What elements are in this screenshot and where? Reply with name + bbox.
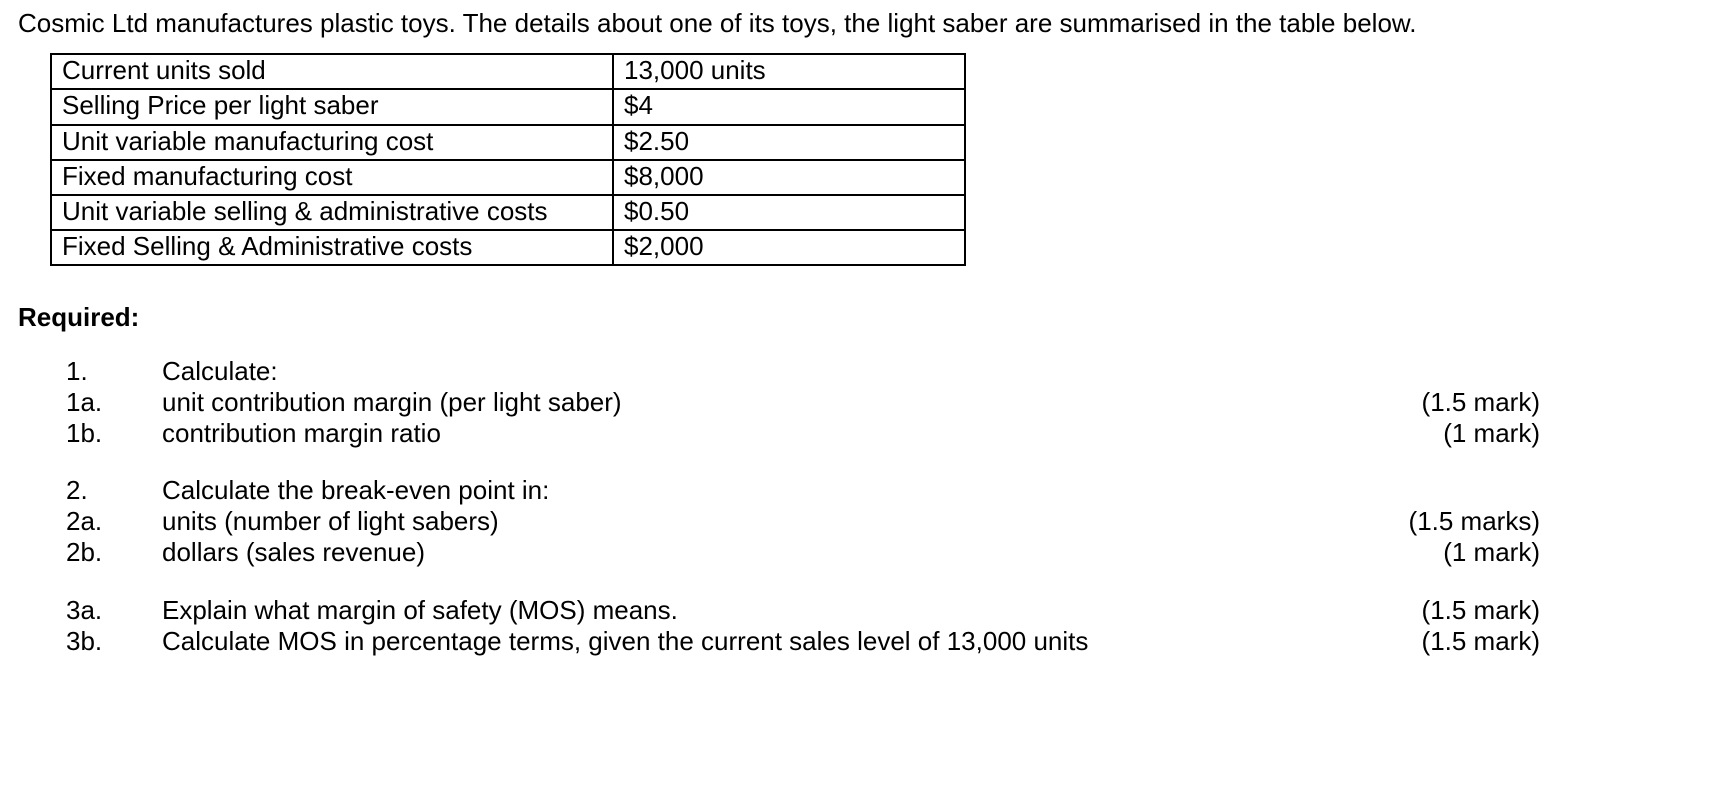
table-row: Fixed manufacturing cost $8,000 [51, 160, 965, 195]
requirement-text: dollars (sales revenue) [162, 537, 1260, 568]
requirement-row: 1a. unit contribution margin (per light … [66, 387, 1710, 418]
table-cell-label: Unit variable selling & administrative c… [51, 195, 613, 230]
requirement-text: unit contribution margin (per light sabe… [162, 387, 1260, 418]
requirement-row: 2. Calculate the break-even point in: [66, 475, 1710, 506]
requirement-row: 1. Calculate: [66, 356, 1710, 387]
requirement-text: units (number of light sabers) [162, 506, 1260, 537]
requirement-text: Calculate MOS in percentage terms, given… [162, 626, 1260, 657]
data-table: Current units sold 13,000 units Selling … [50, 53, 966, 266]
table-row: Unit variable manufacturing cost $2.50 [51, 125, 965, 160]
requirement-index: 3a. [66, 595, 162, 626]
table-cell-label: Selling Price per light saber [51, 89, 613, 124]
requirement-mark: (1.5 mark) [1260, 595, 1710, 626]
requirement-row: 1b. contribution margin ratio (1 mark) [66, 418, 1710, 449]
requirement-index: 1. [66, 356, 162, 387]
requirement-mark: (1.5 marks) [1260, 506, 1710, 537]
table-row: Unit variable selling & administrative c… [51, 195, 965, 230]
requirement-mark: (1 mark) [1260, 537, 1710, 568]
requirement-mark: (1.5 mark) [1260, 626, 1710, 657]
requirement-index: 1b. [66, 418, 162, 449]
requirement-row: 2a. units (number of light sabers) (1.5 … [66, 506, 1710, 537]
requirement-row: 2b. dollars (sales revenue) (1 mark) [66, 537, 1710, 568]
requirement-mark: (1 mark) [1260, 418, 1710, 449]
table-cell-label: Fixed manufacturing cost [51, 160, 613, 195]
table-row: Fixed Selling & Administrative costs $2,… [51, 230, 965, 265]
required-heading: Required: [18, 302, 1710, 333]
table-cell-value: $8,000 [613, 160, 965, 195]
table-cell-label: Current units sold [51, 54, 613, 89]
table-cell-value: $0.50 [613, 195, 965, 230]
requirement-row: 3a. Explain what margin of safety (MOS) … [66, 595, 1710, 626]
data-table-body: Current units sold 13,000 units Selling … [51, 54, 965, 265]
requirement-index: 1a. [66, 387, 162, 418]
requirement-mark: (1.5 mark) [1260, 387, 1710, 418]
requirement-text: Explain what margin of safety (MOS) mean… [162, 595, 1260, 626]
requirement-text: contribution margin ratio [162, 418, 1260, 449]
table-row: Current units sold 13,000 units [51, 54, 965, 89]
requirement-index: 2b. [66, 537, 162, 568]
requirements-block: 1. Calculate: 1a. unit contribution marg… [66, 356, 1710, 658]
requirement-index: 2a. [66, 506, 162, 537]
requirement-row: 3b. Calculate MOS in percentage terms, g… [66, 626, 1710, 657]
intro-text: Cosmic Ltd manufactures plastic toys. Th… [18, 8, 1710, 39]
table-row: Selling Price per light saber $4 [51, 89, 965, 124]
requirement-text: Calculate the break-even point in: [162, 475, 1260, 506]
table-cell-label: Fixed Selling & Administrative costs [51, 230, 613, 265]
requirement-index: 3b. [66, 626, 162, 657]
table-cell-label: Unit variable manufacturing cost [51, 125, 613, 160]
table-cell-value: 13,000 units [613, 54, 965, 89]
table-cell-value: $2,000 [613, 230, 965, 265]
table-cell-value: $4 [613, 89, 965, 124]
requirement-text: Calculate: [162, 356, 1260, 387]
requirement-index: 2. [66, 475, 162, 506]
table-cell-value: $2.50 [613, 125, 965, 160]
